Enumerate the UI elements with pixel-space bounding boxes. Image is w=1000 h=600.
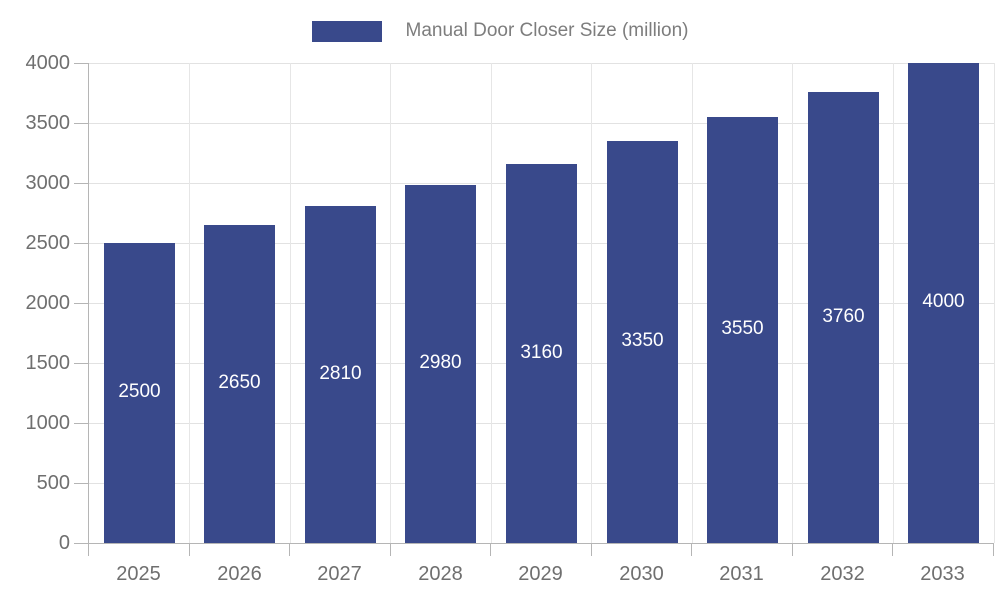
x-axis-tick-label: 2025 [116,563,161,585]
bar-value-label: 3760 [822,306,865,327]
x-axis-tick [490,544,492,556]
bar [305,206,376,543]
y-axis-tick [74,363,88,364]
y-axis-tick-label: 2500 [25,232,71,254]
bar [707,117,778,543]
x-gridline [892,63,894,543]
y-axis-tick [74,183,88,184]
x-axis-tick [993,544,994,556]
x-axis-tick [791,544,793,556]
y-axis-tick-label: 3000 [25,172,71,194]
x-gridline [792,63,794,543]
y-axis-tick [74,423,88,424]
x-axis-tick-label: 2026 [217,563,262,585]
legend-label: Manual Door Closer Size (million) [405,20,689,41]
x-axis-tick [188,544,190,556]
y-axis-tick-label: 2000 [25,292,71,314]
bar-value-label: 3160 [520,342,563,363]
x-gridline [993,63,995,543]
y-axis-tick [74,63,88,64]
x-axis-tick [88,544,89,556]
x-gridline [490,63,492,543]
x-gridline [591,63,593,543]
bar [104,243,175,543]
bar [607,141,678,543]
bar-value-label: 4000 [922,291,965,312]
x-axis-tick-label: 2029 [518,563,563,585]
bar-value-label: 2500 [118,381,161,402]
bar [204,225,275,543]
x-axis-tick-label: 2031 [719,563,764,585]
y-axis-tick-label: 500 [36,472,70,494]
y-axis-tick [74,483,88,484]
y-axis-tick-label: 1000 [25,412,71,434]
x-axis-tick-label: 2032 [820,563,865,585]
y-axis-tick [74,303,88,304]
y-axis-tick-label: 4000 [25,52,71,74]
bar-value-label: 2980 [419,352,462,373]
y-axis-tick-label: 3500 [25,112,71,134]
y-axis-tick-label: 1500 [25,352,71,374]
plot-area: 2500 2650 2810 2980 3160 3350 3550 3760 4000 [88,62,995,544]
bar [808,92,879,543]
x-gridline [691,63,693,543]
x-axis-tick-label: 2033 [920,563,965,585]
y-gridline [89,122,994,124]
x-gridline [390,63,392,543]
x-axis-tick [892,544,894,556]
x-axis-tick [590,544,592,556]
x-axis-tick-label: 2030 [619,563,664,585]
legend-swatch[interactable] [311,20,382,42]
x-axis-tick-label: 2028 [418,563,463,585]
legend: Manual Door Closer Size (million) [0,20,1000,42]
y-axis-tick [74,123,88,124]
x-gridline [289,63,291,543]
y-axis-tick [74,243,88,244]
bar-value-label: 2650 [218,372,261,393]
x-gridline [189,63,191,543]
y-axis-tick-label: 0 [58,532,70,554]
y-gridline [89,62,994,64]
bar [405,185,476,543]
bar-value-label: 3550 [721,318,764,339]
x-axis-tick [389,544,391,556]
y-axis-tick [74,543,88,544]
bar [506,164,577,543]
x-axis-tick-label: 2027 [317,563,362,585]
x-axis-tick [289,544,291,556]
x-axis-tick [691,544,693,556]
bar-value-label: 2810 [319,363,362,384]
bar-value-label: 3350 [621,330,664,351]
bar [908,63,979,543]
